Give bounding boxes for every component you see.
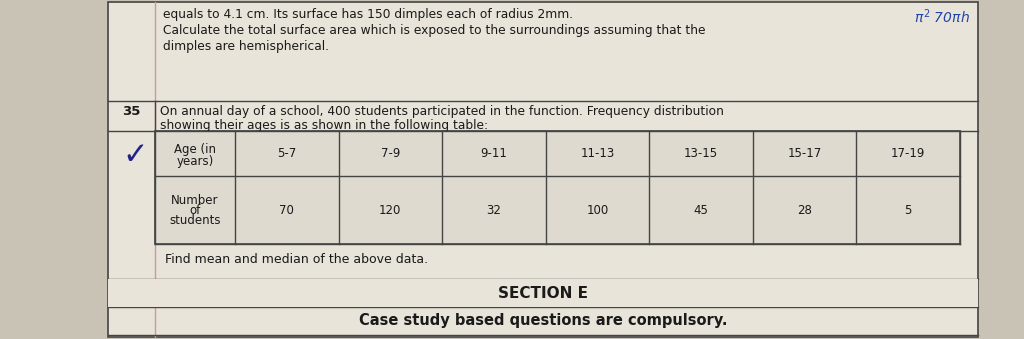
Text: Find mean and median of the above data.: Find mean and median of the above data. (165, 253, 428, 266)
Text: Age (in: Age (in (174, 143, 216, 156)
Text: ✓: ✓ (122, 141, 147, 170)
Text: 100: 100 (587, 203, 608, 217)
Text: 11-13: 11-13 (581, 147, 614, 160)
Text: 32: 32 (486, 203, 502, 217)
Text: Calculate the total surface area which is exposed to the surroundings assuming t: Calculate the total surface area which i… (163, 24, 706, 37)
Text: Case study based questions are compulsory.: Case study based questions are compulsor… (358, 314, 727, 328)
Text: showing their ages is as shown in the following table:: showing their ages is as shown in the fo… (160, 119, 488, 132)
Bar (108, 279, 978, 307)
Text: of: of (189, 203, 201, 217)
Text: On annual day of a school, 400 students participated in the function. Frequency : On annual day of a school, 400 students … (160, 105, 724, 118)
Text: 7-9: 7-9 (381, 147, 400, 160)
Text: 28: 28 (798, 203, 812, 217)
Text: 5-7: 5-7 (278, 147, 296, 160)
Text: Number: Number (171, 194, 219, 206)
Text: dimples are hemispherical.: dimples are hemispherical. (163, 40, 329, 53)
Text: SECTION E: SECTION E (498, 285, 588, 300)
Text: 35: 35 (122, 105, 140, 118)
Text: 70: 70 (280, 203, 294, 217)
Text: 13-15: 13-15 (684, 147, 718, 160)
Text: 9-11: 9-11 (480, 147, 507, 160)
Text: $\pi^2$ 70$\pi$h: $\pi^2$ 70$\pi$h (914, 7, 970, 26)
Text: equals to 4.1 cm. Its surface has 150 dimples each of radius 2mm.: equals to 4.1 cm. Its surface has 150 di… (163, 8, 573, 21)
Text: 45: 45 (693, 203, 709, 217)
Text: 5: 5 (904, 203, 912, 217)
Text: 17-19: 17-19 (891, 147, 926, 160)
Text: years): years) (176, 155, 214, 168)
Text: students: students (169, 214, 221, 226)
Bar (108, 2, 978, 337)
Text: 15-17: 15-17 (787, 147, 822, 160)
Bar (155, 131, 961, 244)
Text: 120: 120 (379, 203, 401, 217)
